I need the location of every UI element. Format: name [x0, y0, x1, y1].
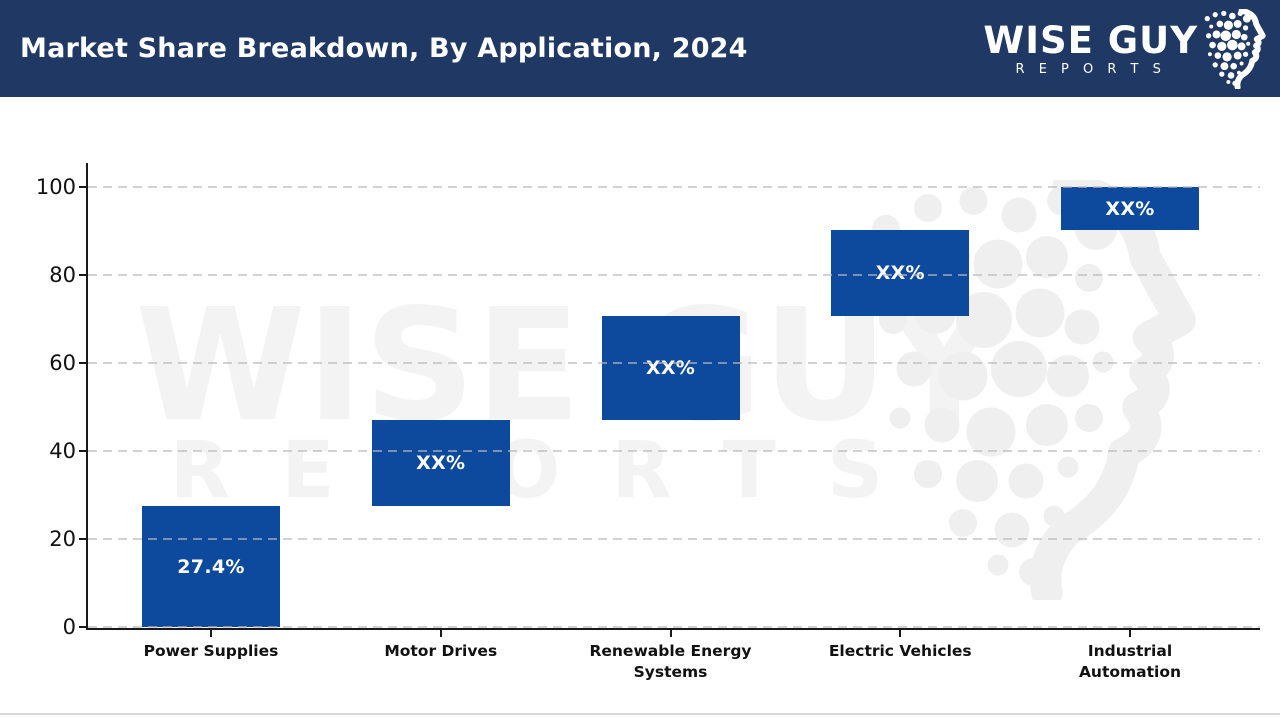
x-tick-label-motor-drives: Motor Drives [326, 641, 556, 662]
x-tick-label-line: Renewable Energy [589, 642, 752, 660]
y-tick-label-0: 0 [62, 615, 76, 639]
bar-renewable-energy-systems: XX% [601, 316, 740, 421]
bar-motor-drives: XX% [371, 420, 510, 507]
y-tick-mark-40 [79, 450, 87, 452]
x-tick-mark-renewable-energy-systems [669, 629, 672, 637]
gridline-0 [88, 626, 1260, 628]
logo-subtitle: R E P O R T S [1015, 61, 1166, 77]
y-tick-label-40: 40 [49, 439, 76, 463]
y-tick-label-100: 100 [35, 175, 76, 199]
y-tick-mark-80 [79, 274, 87, 276]
x-tick-mark-electric-vehicles [899, 629, 902, 637]
x-tick-mark-motor-drives [439, 629, 442, 637]
x-tick-mark-power-supplies [210, 629, 212, 637]
logo-wordmark-block: WISE GUY R E P O R T S [983, 18, 1198, 77]
gridline-40 [88, 450, 1260, 452]
dotted-head-logo-icon [1202, 9, 1268, 89]
page-title: Market Share Breakdown, By Application, … [20, 33, 748, 64]
bar-value-label-power-supplies: 27.4% [177, 555, 245, 578]
y-tick-label-60: 60 [49, 351, 76, 375]
gridline-20 [88, 538, 1260, 540]
x-tick-label-line: Automation [1078, 662, 1182, 681]
x-tick-label-line: Systems [633, 662, 708, 681]
gridline-100 [88, 186, 1260, 188]
header-bar: Market Share Breakdown, By Application, … [0, 0, 1280, 97]
gridline-80 [88, 274, 1260, 276]
y-tick-label-80: 80 [49, 263, 76, 287]
x-tick-label-industrial-automation: Industrial Automation [1015, 641, 1245, 682]
logo-wordmark: WISE GUY [983, 18, 1198, 62]
x-tick-label-line: Electric Vehicles [828, 642, 972, 660]
bar-power-supplies: 27.4% [142, 506, 280, 627]
x-tick-mark-industrial-automation [1129, 629, 1131, 637]
y-axis-line [86, 163, 88, 629]
bar-value-label-electric-vehicles: XX% [876, 262, 925, 284]
x-tick-label-renewable-energy-systems: Renewable Energy Systems [556, 641, 786, 682]
bar-value-label-industrial-automation: XX% [1105, 197, 1155, 220]
x-axis-line [86, 628, 1260, 630]
x-tick-label-power-supplies: Power Supplies [96, 641, 326, 662]
bar-value-label-motor-drives: XX% [416, 452, 466, 475]
x-tick-label-line: Power Supplies [143, 642, 279, 660]
x-tick-label-line: Industrial [1087, 642, 1173, 660]
y-tick-mark-60 [79, 362, 87, 364]
watermark-subtitle: R E P O R T S [170, 426, 896, 516]
y-tick-mark-100 [79, 186, 87, 188]
y-tick-label-20: 20 [49, 527, 76, 551]
bar-value-label-renewable-energy-systems: XX% [645, 357, 696, 380]
x-tick-label-line: Motor Drives [384, 642, 498, 660]
y-tick-mark-0 [79, 626, 87, 628]
y-tick-mark-20 [79, 538, 87, 540]
footer-divider [0, 713, 1280, 715]
bar-electric-vehicles: XX% [831, 230, 970, 317]
x-tick-label-electric-vehicles: Electric Vehicles [785, 641, 1015, 662]
gridline-60 [88, 362, 1260, 364]
brand-logo: WISE GUY R E P O R T S [983, 9, 1268, 89]
bar-industrial-automation: XX% [1061, 187, 1199, 231]
